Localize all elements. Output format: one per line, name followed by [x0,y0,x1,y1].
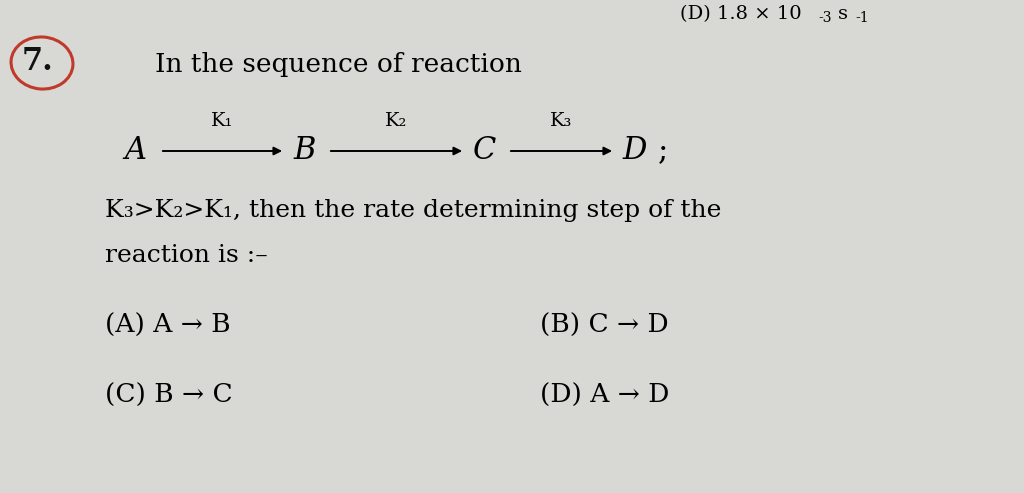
Text: -1: -1 [855,11,868,25]
Text: In the sequence of reaction: In the sequence of reaction [155,52,522,77]
Text: (A) A → B: (A) A → B [105,313,230,338]
Text: (C) B → C: (C) B → C [105,383,232,408]
Text: -3: -3 [818,11,831,25]
Text: 7.: 7. [23,46,54,77]
Text: reaction is :–: reaction is :– [105,244,267,267]
Text: C: C [473,136,497,167]
Text: (B) C → D: (B) C → D [540,313,669,338]
Text: B: B [294,136,316,167]
Text: s: s [838,5,848,23]
Text: ;: ; [657,136,669,167]
Text: K₁: K₁ [211,112,233,130]
Text: K₃: K₃ [550,112,572,130]
Text: (D) 1.8 × 10: (D) 1.8 × 10 [680,5,802,23]
Text: (D) A → D: (D) A → D [540,383,670,408]
Text: K₃>K₂>K₁, then the rate determining step of the: K₃>K₂>K₁, then the rate determining step… [105,200,721,222]
Text: A: A [124,136,146,167]
Text: K₂: K₂ [385,112,408,130]
Text: D: D [623,136,647,167]
